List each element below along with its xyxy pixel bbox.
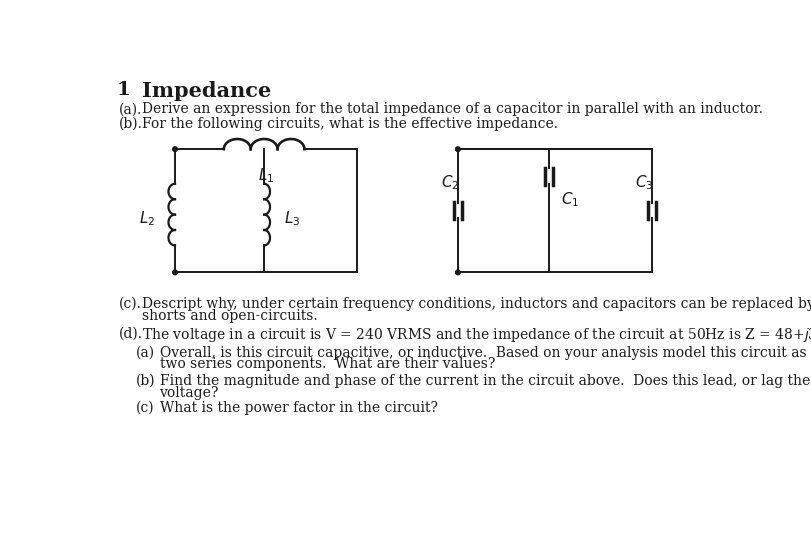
Text: voltage?: voltage? — [160, 386, 219, 399]
Text: Overall, is this circuit capacitive, or inductive.  Based on your analysis model: Overall, is this circuit capacitive, or … — [160, 345, 806, 360]
Text: (a).: (a). — [118, 102, 142, 116]
Text: $L_2$: $L_2$ — [139, 209, 155, 228]
Text: (c).: (c). — [118, 297, 141, 311]
Text: $C_3$: $C_3$ — [635, 174, 653, 192]
Text: 1: 1 — [117, 81, 131, 100]
Text: (d).: (d). — [118, 326, 143, 340]
Circle shape — [456, 147, 460, 151]
Circle shape — [173, 147, 178, 151]
Circle shape — [173, 270, 178, 274]
Text: $C_1$: $C_1$ — [561, 190, 579, 208]
Text: (b).: (b). — [118, 117, 142, 131]
Text: The voltage in a circuit is V = 240 VRMS and the impedance of the circuit at 50H: The voltage in a circuit is V = 240 VRMS… — [142, 326, 811, 344]
Text: $L_1$: $L_1$ — [258, 166, 274, 185]
Text: $L_3$: $L_3$ — [284, 209, 300, 228]
Circle shape — [456, 270, 460, 274]
Text: (a): (a) — [136, 345, 156, 360]
Text: Find the magnitude and phase of the current in the circuit above.  Does this lea: Find the magnitude and phase of the curr… — [160, 374, 809, 388]
Text: shorts and open-circuits.: shorts and open-circuits. — [142, 309, 317, 322]
Text: (c): (c) — [136, 401, 155, 415]
Text: two series components.  What are their values?: two series components. What are their va… — [160, 357, 495, 371]
Text: Descript why, under certain frequency conditions, inductors and capacitors can b: Descript why, under certain frequency co… — [142, 297, 811, 311]
Text: For the following circuits, what is the effective impedance.: For the following circuits, what is the … — [142, 117, 558, 131]
Text: $C_2$: $C_2$ — [441, 174, 459, 192]
Text: What is the power factor in the circuit?: What is the power factor in the circuit? — [160, 401, 437, 415]
Text: Impedance: Impedance — [142, 81, 271, 101]
Text: (b): (b) — [136, 374, 156, 388]
Text: Derive an expression for the total impedance of a capacitor in parallel with an : Derive an expression for the total imped… — [142, 102, 762, 116]
